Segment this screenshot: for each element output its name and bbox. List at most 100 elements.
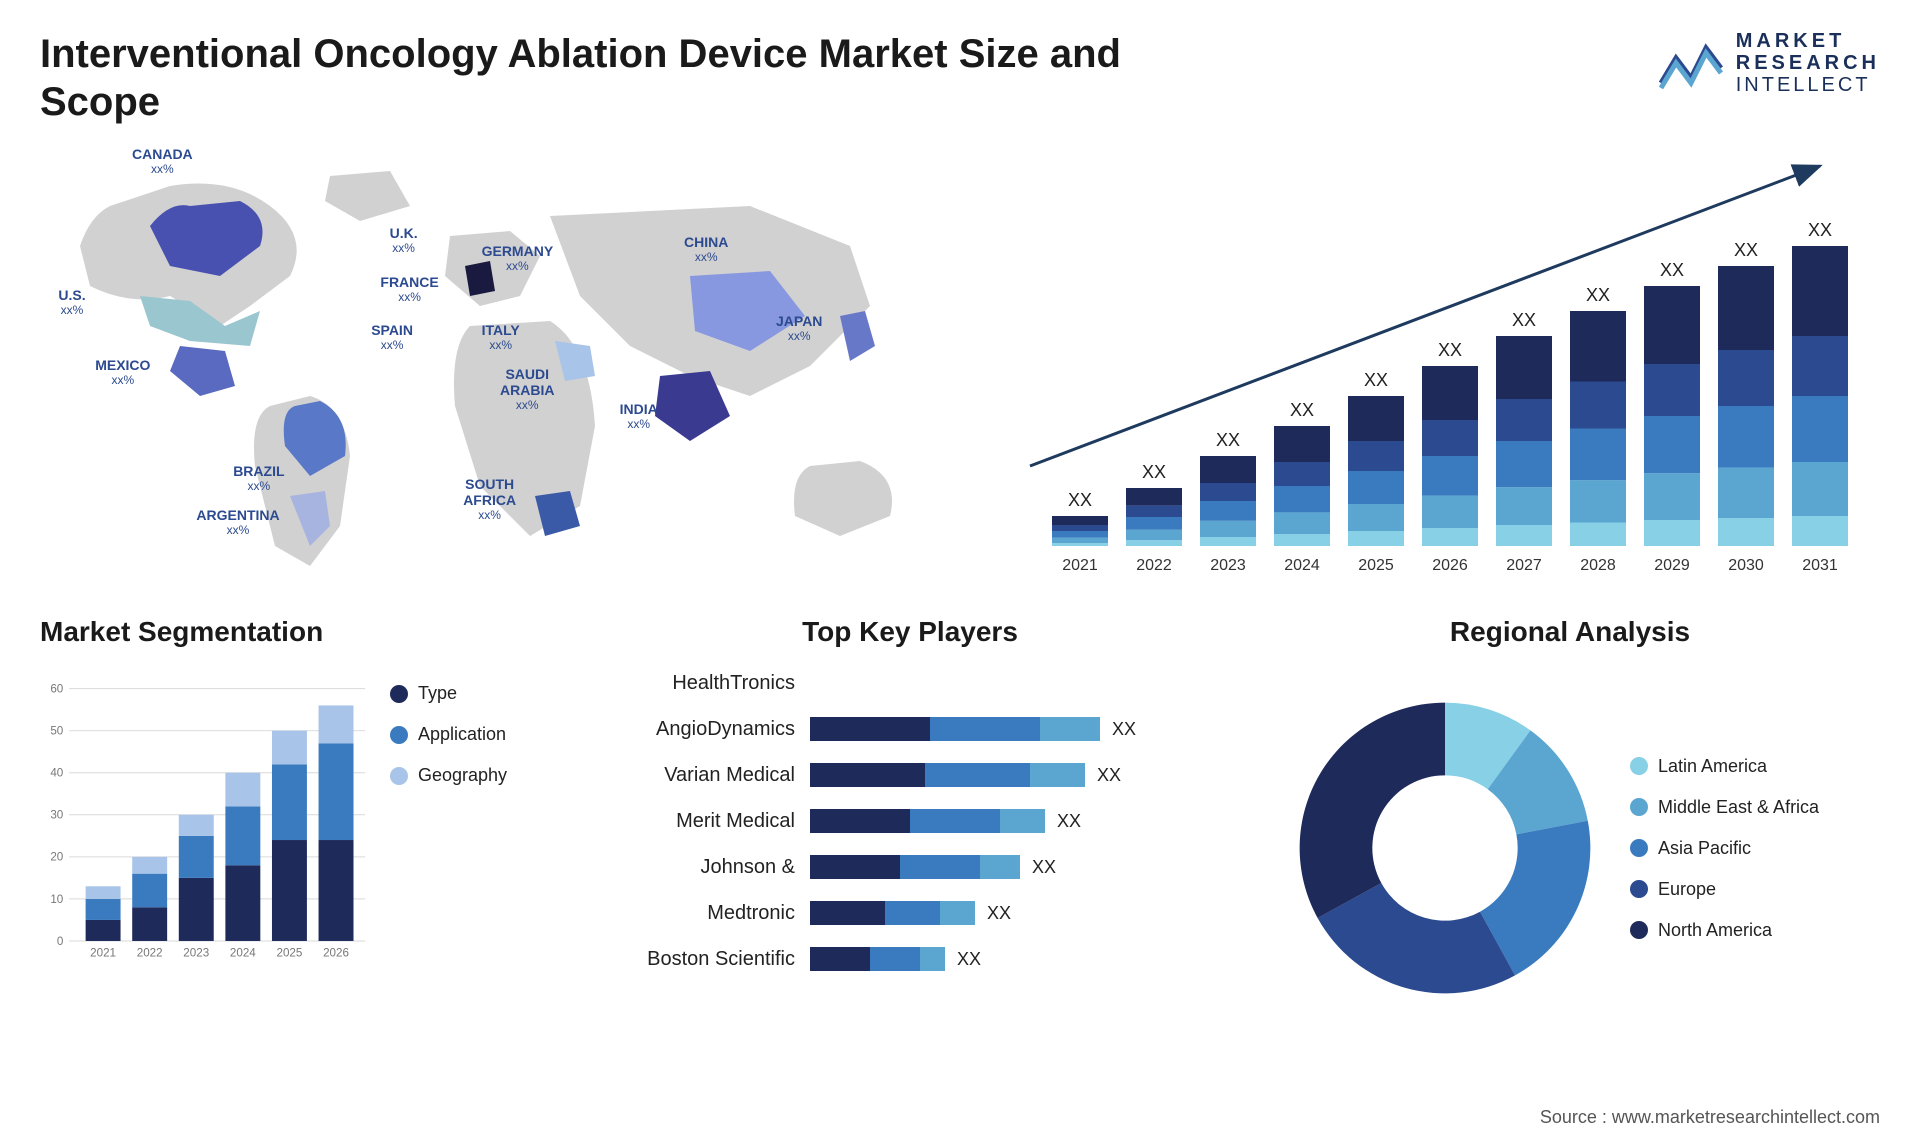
svg-text:2022: 2022 [137,947,163,960]
map-label: SOUTHAFRICAxx% [463,476,516,522]
svg-text:XX: XX [1290,400,1314,420]
player-row: Boston Scientific XX [600,939,1220,979]
players-title: Top Key Players [802,616,1018,648]
legend-item: North America [1630,920,1880,941]
svg-text:2021: 2021 [90,947,116,960]
svg-text:30: 30 [50,809,63,822]
player-bar [810,809,1045,833]
segmentation-bar-chart: 0102030405060202120222023202420252026 [40,663,370,986]
segmentation-panel: Market Segmentation 01020304050602021202… [40,616,560,986]
svg-text:XX: XX [1734,240,1758,260]
map-label: SAUDIARABIAxx% [500,366,554,412]
legend-item: Type [390,683,560,704]
legend-item: Asia Pacific [1630,838,1880,859]
player-row: Varian Medical XX [600,755,1220,795]
player-row: HealthTronics [600,663,1220,703]
map-label: U.S.xx% [58,287,85,317]
svg-text:2022: 2022 [1136,557,1172,574]
world-map-panel: CANADAxx% U.S.xx% MEXICOxx% BRAZILxx% ARGENT… [40,146,960,586]
logo-icon [1656,33,1726,93]
player-row: Johnson & XX [600,847,1220,887]
svg-text:2024: 2024 [230,947,256,960]
player-name: AngioDynamics [600,718,810,741]
logo-line1: MARKET [1736,30,1880,52]
segmentation-title: Market Segmentation [40,616,560,648]
map-label: CHINAxx% [684,234,728,264]
svg-text:0: 0 [57,935,64,948]
player-bar [810,717,1100,741]
player-value: XX [1032,857,1056,878]
map-label: JAPANxx% [776,313,822,343]
legend-item: Latin America [1630,756,1880,777]
map-label: ITALYxx% [482,322,520,352]
growth-chart-panel: XX 2021 XX 2022 XX 2023 XX 2024 XX 2025 XX 2026 XX 20… [1000,146,1880,586]
legend-item: Geography [390,765,560,786]
legend-item: Application [390,724,560,745]
regional-legend: Latin America Middle East & Africa Asia Pa… [1630,756,1880,941]
svg-text:2023: 2023 [1210,557,1246,574]
player-name: Merit Medical [600,810,810,833]
player-name: Johnson & [600,856,810,879]
map-label: INDIAxx% [620,401,658,431]
player-name: Boston Scientific [600,948,810,971]
player-value: XX [987,903,1011,924]
regional-title: Regional Analysis [1450,616,1690,648]
player-value: XX [1097,765,1121,786]
header: Interventional Oncology Ablation Device … [40,30,1880,126]
segmentation-legend: Type Application Geography [390,663,560,986]
svg-text:XX: XX [1142,462,1166,482]
legend-item: Middle East & Africa [1630,797,1880,818]
map-label: ARGENTINAxx% [196,507,279,537]
svg-text:2025: 2025 [1358,557,1394,574]
player-name: Varian Medical [600,764,810,787]
svg-text:2026: 2026 [323,947,349,960]
map-label: MEXICOxx% [95,357,150,387]
svg-text:XX: XX [1438,340,1462,360]
player-value: XX [1112,719,1136,740]
svg-text:XX: XX [1068,490,1092,510]
brand-logo: MARKET RESEARCH INTELLECT [1656,30,1880,96]
player-name: Medtronic [600,902,810,925]
svg-text:10: 10 [50,893,63,906]
logo-line3: INTELLECT [1736,74,1880,96]
svg-text:2029: 2029 [1654,557,1690,574]
player-bar [810,947,945,971]
regional-panel: Regional Analysis Latin America Middle Ea… [1260,616,1880,986]
player-bar [810,901,975,925]
svg-text:2021: 2021 [1062,557,1098,574]
svg-text:XX: XX [1512,310,1536,330]
map-label: SPAINxx% [371,322,413,352]
players-bar-list: HealthTronics AngioDynamics XXVarian Med… [600,663,1220,986]
svg-text:40: 40 [50,767,63,780]
svg-text:XX: XX [1216,430,1240,450]
players-panel: Top Key Players HealthTronics AngioDynam… [600,616,1220,986]
player-row: Medtronic XX [600,893,1220,933]
player-value: XX [957,949,981,970]
map-label: U.K.xx% [390,225,418,255]
svg-text:2026: 2026 [1432,557,1468,574]
map-label: GERMANYxx% [482,243,554,273]
regional-donut-chart [1260,663,1630,1033]
svg-text:2028: 2028 [1580,557,1616,574]
svg-text:2024: 2024 [1284,557,1320,574]
svg-text:XX: XX [1364,370,1388,390]
svg-text:2023: 2023 [183,947,209,960]
svg-text:60: 60 [50,683,63,696]
svg-text:20: 20 [50,851,63,864]
svg-text:2027: 2027 [1506,557,1542,574]
player-value: XX [1057,811,1081,832]
player-bar [810,855,1020,879]
svg-text:2025: 2025 [277,947,303,960]
svg-text:XX: XX [1660,260,1684,280]
map-label: CANADAxx% [132,146,193,176]
player-row: Merit Medical XX [600,801,1220,841]
source-attribution: Source : www.marketresearchintellect.com [1540,1107,1880,1128]
svg-text:2030: 2030 [1728,557,1764,574]
map-label: BRAZILxx% [233,463,284,493]
logo-line2: RESEARCH [1736,52,1880,74]
svg-text:XX: XX [1808,220,1832,240]
map-label: FRANCExx% [380,274,438,304]
page-title: Interventional Oncology Ablation Device … [40,30,1140,126]
player-row: AngioDynamics XX [600,709,1220,749]
svg-text:2031: 2031 [1802,557,1838,574]
